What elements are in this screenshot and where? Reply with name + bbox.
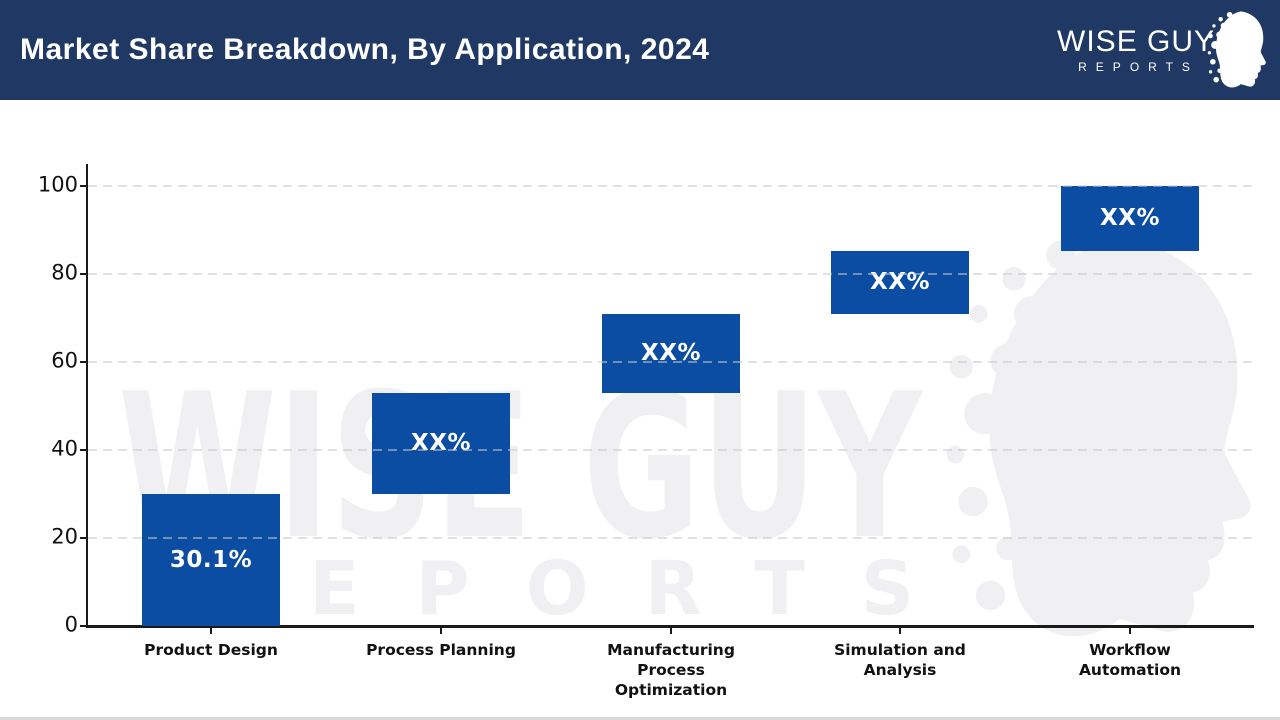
y-tick-label-100: 100 <box>37 172 78 197</box>
x-category-label-0: Product Design <box>144 641 278 659</box>
x-tick-1 <box>440 626 442 634</box>
y-tick-label-40: 40 <box>51 436 78 461</box>
logo-wordmark-block: WISE GUY REPORTS <box>1057 25 1216 74</box>
x-tick-4 <box>1129 626 1131 634</box>
y-axis-line <box>86 164 88 627</box>
y-tick-60 <box>80 361 88 363</box>
logo-wordmark: WISE GUY <box>1057 25 1216 58</box>
x-category-label-3: Simulation and Analysis <box>834 641 966 679</box>
logo-head-icon <box>1207 11 1266 88</box>
y-tick-20 <box>80 537 88 539</box>
bar-segment-0: 30.1% <box>142 493 280 626</box>
bar-segment-4: XX% <box>1061 186 1199 251</box>
gridline-80 <box>88 273 1253 275</box>
x-tick-2 <box>670 626 672 634</box>
y-tick-label-20: 20 <box>51 524 78 549</box>
y-tick-100 <box>80 185 88 187</box>
bar-segment-2: XX% <box>602 313 740 393</box>
bar-value-label-4: XX% <box>1099 205 1160 232</box>
header-bar: Market Share Breakdown, By Application, … <box>0 0 1280 100</box>
bar-value-label-1: XX% <box>410 430 471 457</box>
x-category-label-1: Process Planning <box>366 641 516 659</box>
gridline-40 <box>88 449 1253 451</box>
chart-title: Market Share Breakdown, By Application, … <box>20 33 710 66</box>
y-tick-label-60: 60 <box>51 348 78 373</box>
gridline-100 <box>88 185 1253 187</box>
y-tick-label-0: 0 <box>64 612 78 637</box>
x-tick-3 <box>899 626 901 634</box>
y-tick-80 <box>80 273 88 275</box>
wiseguy-logo: WISE GUY REPORTS <box>1057 8 1270 92</box>
bar-segment-1: XX% <box>372 392 510 494</box>
gridline-60 <box>88 361 1253 363</box>
bottom-border <box>0 717 1280 720</box>
y-tick-0 <box>80 625 88 627</box>
x-tick-0 <box>210 626 212 634</box>
x-category-label-4: Workflow Automation <box>1078 641 1182 679</box>
bar-value-label-0: 30.1% <box>169 546 253 573</box>
y-tick-label-80: 80 <box>51 260 78 285</box>
bar-segment-3: XX% <box>831 250 969 314</box>
y-tick-40 <box>80 449 88 451</box>
logo-subtitle: REPORTS <box>1078 60 1199 74</box>
gridline-20 <box>88 537 1253 539</box>
x-category-label-2: Manufacturing Process Optimization <box>607 641 735 699</box>
